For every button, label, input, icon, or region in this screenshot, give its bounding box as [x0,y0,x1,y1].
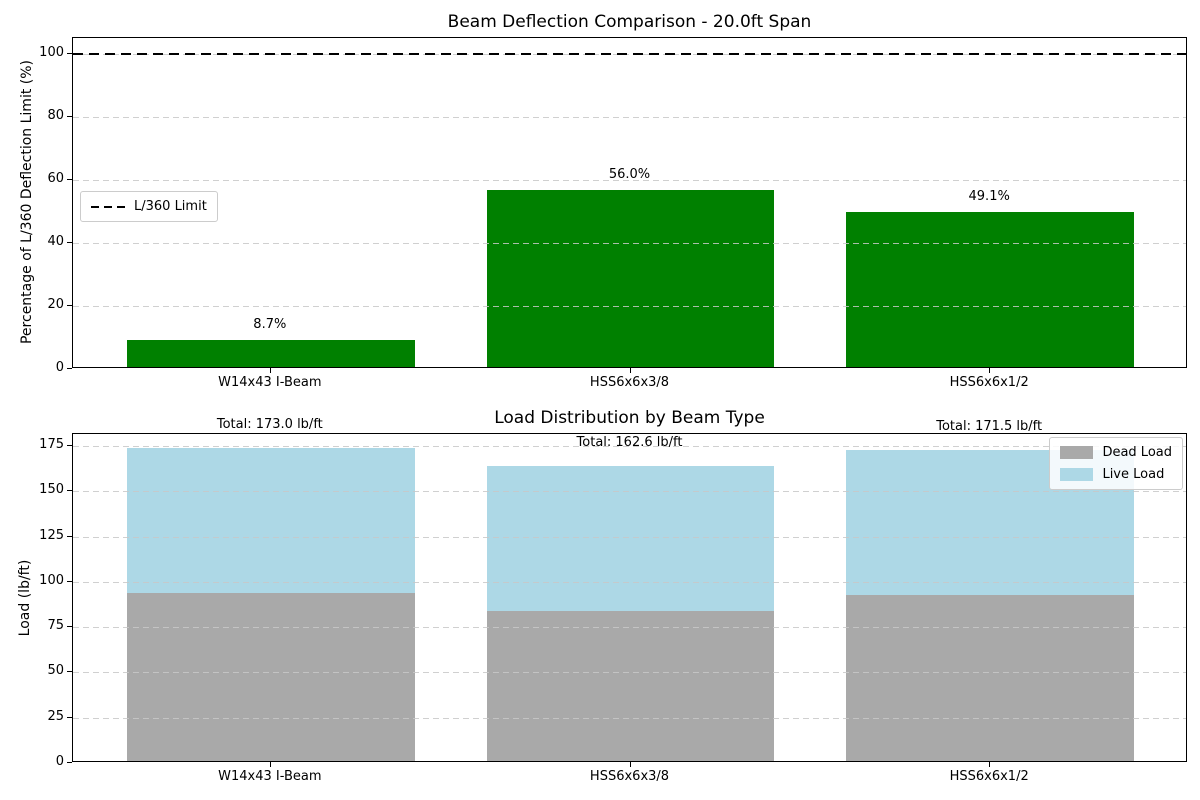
gridline [73,179,1186,181]
y-tick-mark [67,535,72,537]
dead-load-swatch [1060,446,1094,459]
x-tick-mark [989,368,991,373]
y-tick-mark [67,716,72,718]
x-tick-mark [269,762,271,767]
legend-label: Live Load [1102,467,1165,482]
y-tick-mark [67,762,72,763]
x-tick-label: W14x43 I-Beam [218,769,322,784]
bar-value-label: 49.1% [968,189,1010,205]
y-tick-mark [67,444,72,446]
stack-total-label: Total: 173.0 lb/ft [216,416,323,432]
gridline [73,627,1186,629]
plot-area [72,37,1187,368]
x-tick-mark [989,762,991,767]
legend: L/360 Limit [80,191,218,222]
x-tick-label: W14x43 I-Beam [218,375,322,390]
live-load-swatch [1060,468,1094,481]
chart-title: Beam Deflection Comparison - 20.0ft Span [447,12,812,32]
chart-title: Load Distribution by Beam Type [494,408,765,428]
y-tick-mark [67,115,72,117]
y-tick-label: 25 [47,708,64,724]
legend-label: L/360 Limit [134,199,207,214]
bar-value-label: 56.0% [608,167,651,183]
x-tick-label: HSS6x6x3/8 [589,769,670,784]
bar-segment-dead-load [486,611,775,761]
limit-reference-line [73,52,1186,55]
dashed-line-swatch [91,205,125,208]
legend-label: Dead Load [1102,445,1172,460]
stack-total-label: Total: 162.6 lb/ft [576,435,683,451]
y-tick-mark [67,241,72,243]
x-tick-mark [629,762,631,767]
y-tick-label: 150 [39,482,64,498]
deflection-bar [846,212,1135,367]
y-tick-mark [67,178,72,180]
legend-entry-live-load: Live Load [1060,467,1172,482]
x-tick-mark [629,368,631,373]
y-tick-label: 80 [47,107,64,123]
deflection-bar [126,339,415,367]
legend: Dead Load Live Load [1049,437,1183,490]
x-tick-label: HSS6x6x1/2 [949,375,1029,390]
y-tick-label: 125 [39,527,64,543]
bar-segment-live-load [126,447,415,593]
gridline [73,242,1186,244]
y-tick-label: 50 [47,663,64,679]
deflection-bar [486,190,775,367]
y-tick-label: 40 [47,233,64,249]
x-tick-label: HSS6x6x1/2 [949,769,1029,784]
stack-total-label: Total: 171.5 lb/ft [936,419,1043,435]
gridline [73,491,1186,493]
y-tick-label: 20 [47,296,64,312]
y-tick-label: 75 [47,618,64,634]
gridline [73,305,1186,307]
gridline [73,717,1186,719]
x-tick-label: HSS6x6x3/8 [589,375,670,390]
gridline [73,116,1186,118]
y-tick-label: 0 [55,754,64,769]
plot-area [72,433,1187,762]
y-tick-mark [67,52,72,54]
y-tick-mark [67,626,72,628]
bar-segment-live-load [486,466,775,612]
y-tick-mark [67,304,72,306]
y-tick-label: 100 [39,572,64,588]
y-tick-label: 175 [39,436,64,452]
gridline [73,672,1186,674]
gridline [73,445,1186,447]
x-tick-mark [269,368,271,373]
y-tick-label: 60 [47,170,64,186]
y-tick-mark [67,671,72,673]
gridline [73,581,1186,583]
bar-segment-dead-load [126,592,415,761]
gridline [73,536,1186,538]
legend-entry-dead-load: Dead Load [1060,445,1172,460]
bar-segment-dead-load [846,595,1135,761]
y-tick-label: 0 [55,360,64,375]
bar-value-label: 8.7% [253,316,287,332]
y-tick-mark [67,368,72,369]
y-tick-mark [67,490,72,492]
y-tick-label: 100 [39,44,64,60]
y-tick-mark [67,580,72,582]
